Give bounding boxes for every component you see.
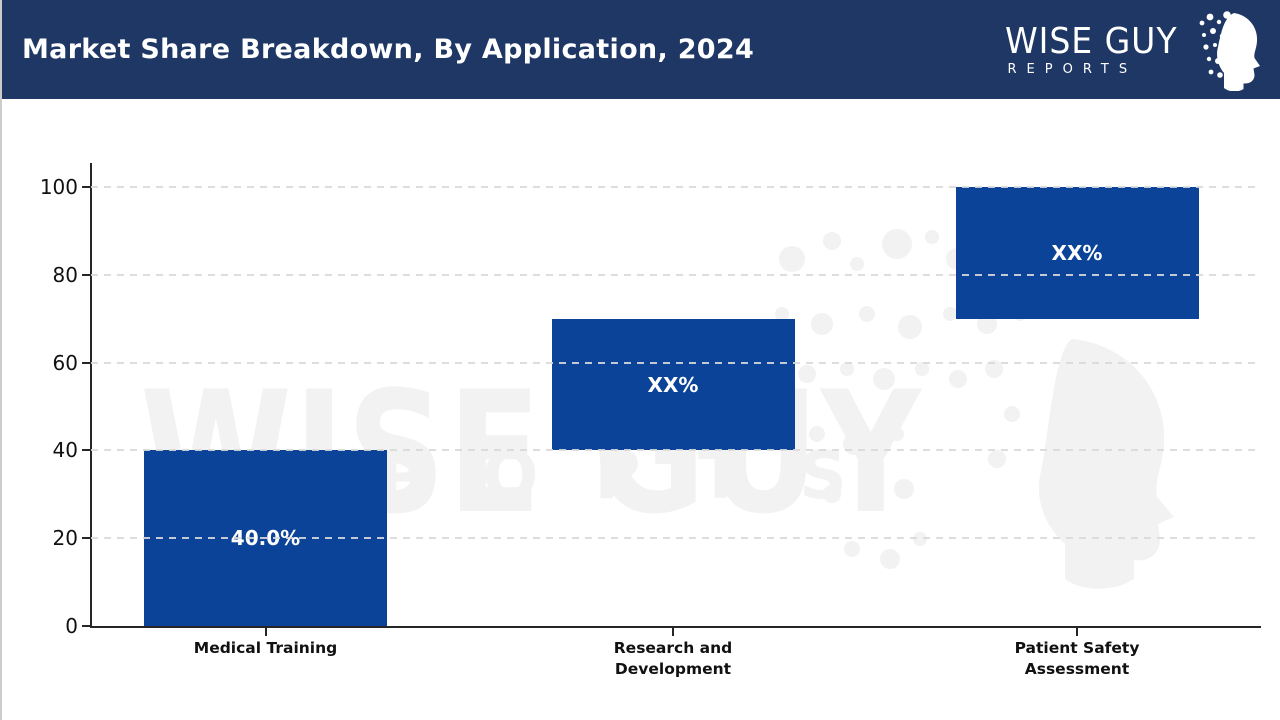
y-tick-label: 80 — [52, 262, 78, 287]
plot: 0 20 40 60 80 100 40.0% XX% XX% Medical Training R… — [2, 99, 1280, 720]
y-tick-mark — [82, 361, 90, 364]
x-category-label: Medical Training — [193, 639, 338, 657]
x-tick-mark — [264, 628, 267, 636]
y-tick-mark — [82, 625, 90, 627]
x-axis-line — [90, 626, 1261, 628]
x-category-label: Research and Development — [613, 639, 733, 678]
y-axis-line — [90, 163, 92, 628]
y-tick-mark — [82, 186, 90, 188]
x-tick-mark — [1076, 628, 1078, 636]
chart-area: WISE GUY REPORTS 0 20 40 60 80 100 40.0% XX% XX%… — [2, 99, 1280, 720]
page-title: Market Share Breakdown, By Application, … — [22, 34, 755, 65]
y-tick-label: 40 — [52, 438, 78, 463]
logo-face-icon — [1199, 10, 1260, 91]
logo-subtext: REPORTS — [1007, 61, 1138, 77]
bar-value-label: XX% — [1051, 240, 1103, 265]
y-tick-mark — [82, 537, 90, 540]
gridline-y60 — [91, 361, 1260, 364]
y-tick-label: 100 — [39, 175, 78, 199]
gridline-y80 — [91, 273, 1260, 276]
gridline-y20 — [91, 537, 1260, 540]
x-category-label: Patient Safety Assessment — [1014, 639, 1140, 678]
y-tick-mark — [82, 449, 90, 452]
bar-2: XX% — [551, 318, 795, 451]
gridline-y100 — [91, 186, 1260, 188]
logo-wordmark: WISE GUY — [1004, 20, 1177, 62]
y-tick-mark — [82, 273, 90, 276]
bar-3: XX% — [955, 187, 1199, 319]
bar-value-label: XX% — [647, 372, 699, 397]
y-tick-label: 60 — [52, 350, 78, 375]
y-tick-label: 0 — [65, 614, 78, 638]
header: Market Share Breakdown, By Application, … — [2, 0, 1280, 99]
gridline-y40 — [91, 449, 1260, 452]
logo-text: WISE GUY REPORTS — [1004, 20, 1193, 77]
x-tick-mark — [672, 628, 674, 636]
wise-guy-logo: WISE GUY REPORTS — [1004, 9, 1260, 91]
y-tick-label: 20 — [52, 526, 78, 551]
